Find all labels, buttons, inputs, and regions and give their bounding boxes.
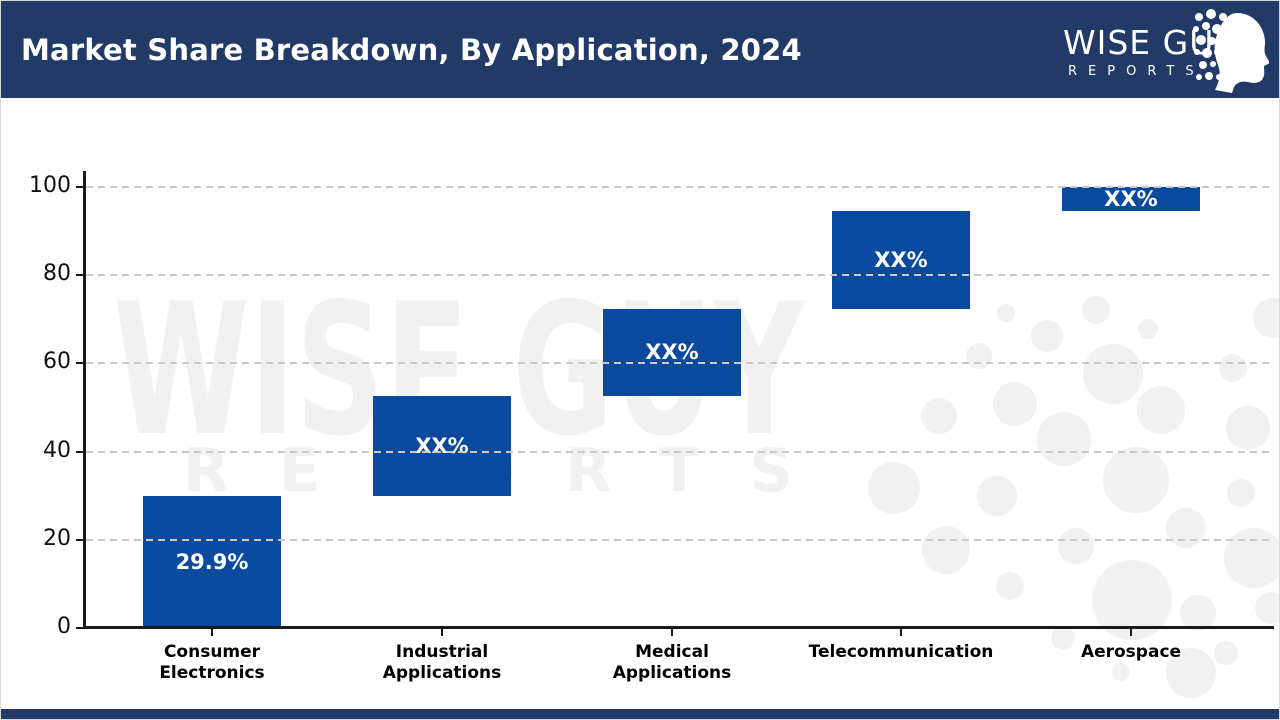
watermark-face-icon (868, 296, 1279, 698)
y-tick-100 (76, 186, 83, 188)
footer-bar (1, 709, 1279, 719)
bar-value-label: XX% (645, 340, 699, 365)
bar-value-label: XX% (874, 247, 928, 272)
x-tick-4 (1130, 629, 1132, 636)
x-tick-1 (441, 629, 443, 636)
y-tick-label: 0 (57, 614, 71, 639)
category-label: Medical Applications (612, 642, 732, 684)
bar-medical-applications: XX% (603, 308, 741, 396)
brand-name: WISE GUY (1063, 23, 1236, 62)
category-label: Industrial Applications (382, 642, 502, 684)
header-bar: Market Share Breakdown, By Application, … (1, 1, 1279, 98)
watermark-brand-subtitle: REPORTS (183, 436, 843, 506)
bar-telecommunication: XX% (832, 210, 970, 309)
y-tick-label: 100 (29, 173, 71, 198)
category-label: Telecommunication (808, 642, 994, 662)
y-tick-80 (76, 274, 83, 277)
brand-logo: WISE GUY REPORTS (1029, 7, 1269, 93)
y-tick-label: 60 (43, 349, 71, 375)
brand-face-icon (1193, 9, 1269, 93)
bar-value-label: XX% (415, 433, 469, 458)
y-tick-label: 40 (43, 437, 71, 463)
category-label: Aerospace (1080, 642, 1182, 662)
page-title: Market Share Breakdown, By Application, … (21, 32, 802, 67)
brand-subtitle: REPORTS (1068, 64, 1205, 79)
y-tick-20 (76, 538, 83, 541)
y-tick-0 (76, 627, 83, 629)
y-tick-label: 80 (43, 261, 71, 287)
bar-value-label: XX% (1104, 186, 1158, 211)
bar-industrial-applications: XX% (373, 395, 511, 497)
category-label: Consumer Electronics (159, 642, 265, 684)
brand-logo-text: WISE GUY REPORTS (1063, 23, 1236, 79)
y-axis-line (83, 171, 86, 628)
y-tick-40 (76, 450, 83, 453)
chart-area: WISE GUY REPORTS 0 20 40 60 80 100 29.9% XX% XX%… (1, 98, 1279, 711)
y-tick-label: 20 (43, 525, 71, 551)
bar-consumer-electronics: 29.9% (143, 496, 281, 628)
bar-aerospace: XX% (1062, 187, 1200, 211)
x-tick-0 (211, 629, 213, 636)
x-axis-line (83, 626, 1274, 629)
y-tick-60 (76, 362, 83, 365)
x-tick-3 (900, 629, 902, 636)
bar-value-label: 29.9% (175, 550, 249, 575)
x-tick-2 (671, 629, 673, 636)
